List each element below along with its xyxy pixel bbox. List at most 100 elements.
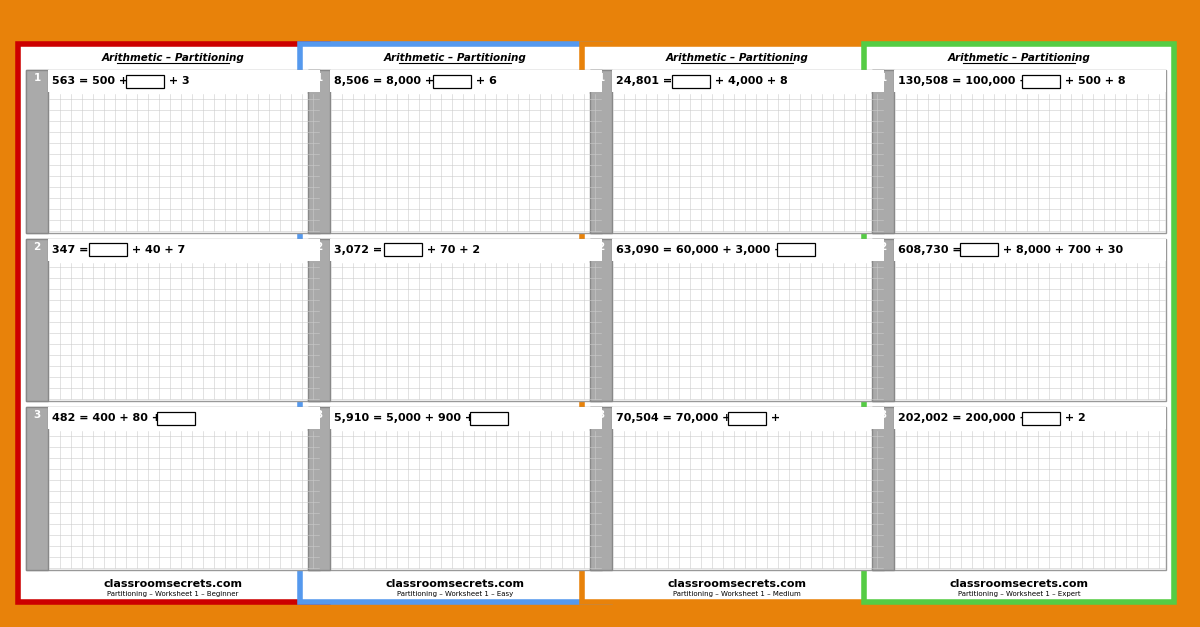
Text: 5,910 = 5,000 + 900 +: 5,910 = 5,000 + 900 +	[334, 413, 478, 423]
Bar	[894, 70, 1166, 92]
Bar	[384, 243, 421, 256]
Text: 202,002 = 200,000 +: 202,002 = 200,000 +	[898, 413, 1032, 423]
Text: +: +	[767, 413, 780, 423]
Text: + 4,000 + 8: + 4,000 + 8	[710, 76, 787, 86]
Bar	[331, 263, 601, 399]
Bar	[331, 431, 601, 568]
Text: 130,508 = 100,000 +: 130,508 = 100,000 +	[898, 76, 1032, 86]
Bar	[727, 412, 766, 425]
Text: 3: 3	[316, 410, 323, 420]
Text: 70,504 = 70,000 +: 70,504 = 70,000 +	[616, 413, 736, 423]
Bar	[612, 70, 884, 92]
Text: 24,801 =: 24,801 =	[616, 76, 676, 86]
Bar	[48, 408, 320, 429]
Text: Arithmetic – Partitioning: Arithmetic – Partitioning	[102, 53, 245, 63]
Text: 63,090 = 60,000 + 3,000 +: 63,090 = 60,000 + 3,000 +	[616, 245, 787, 255]
Text: + 40 + 7: + 40 + 7	[128, 245, 186, 255]
Text: Arithmetic – Partitioning: Arithmetic – Partitioning	[948, 53, 1091, 63]
Bar	[330, 70, 602, 92]
Bar	[960, 243, 998, 256]
Text: + 8,000 + 700 + 30: + 8,000 + 700 + 30	[998, 245, 1123, 255]
Text: Partitioning – Worksheet 1 – Medium: Partitioning – Worksheet 1 – Medium	[673, 591, 800, 597]
Bar	[26, 408, 48, 570]
Bar	[1022, 412, 1060, 425]
Bar	[612, 239, 884, 261]
Bar	[26, 408, 320, 570]
Text: 563 = 500 +: 563 = 500 +	[52, 76, 132, 86]
Bar	[778, 243, 815, 256]
Bar	[590, 408, 612, 570]
Bar	[895, 431, 1165, 568]
Text: 1: 1	[316, 73, 323, 83]
Bar	[613, 431, 883, 568]
Bar	[872, 70, 1166, 233]
Bar	[613, 263, 883, 399]
Bar	[590, 239, 884, 401]
Bar	[330, 408, 602, 429]
Text: 2: 2	[316, 241, 323, 251]
Bar	[48, 70, 320, 92]
Bar	[330, 239, 602, 261]
Text: Arithmetic – Partitioning: Arithmetic – Partitioning	[666, 53, 809, 63]
Text: 347 =: 347 =	[52, 245, 92, 255]
Bar	[49, 94, 319, 231]
Text: 2: 2	[34, 241, 41, 251]
Text: 1: 1	[880, 73, 887, 83]
Bar	[26, 239, 320, 401]
Text: Partitioning – Worksheet 1 – Easy: Partitioning – Worksheet 1 – Easy	[397, 591, 514, 597]
Text: classroomsecrets.com: classroomsecrets.com	[667, 579, 806, 589]
Text: 8,506 = 8,000 +: 8,506 = 8,000 +	[334, 76, 438, 86]
Bar	[89, 243, 127, 256]
Bar	[612, 408, 884, 429]
Text: + 500 + 8: + 500 + 8	[1061, 76, 1126, 86]
Bar	[26, 70, 48, 233]
Text: + 2: + 2	[1061, 413, 1086, 423]
Bar	[894, 239, 1166, 261]
Bar	[590, 408, 884, 570]
Text: 1: 1	[598, 73, 605, 83]
Text: 3: 3	[598, 410, 605, 420]
Bar	[308, 408, 602, 570]
Text: 3: 3	[34, 410, 41, 420]
Text: classroomsecrets.com: classroomsecrets.com	[949, 579, 1088, 589]
Bar	[470, 412, 509, 425]
Bar	[300, 44, 610, 602]
Text: 608,730 =: 608,730 =	[898, 245, 966, 255]
Text: 3: 3	[880, 410, 887, 420]
Text: 2: 2	[880, 241, 887, 251]
Bar	[872, 408, 1166, 570]
Bar	[48, 239, 320, 261]
Bar	[308, 239, 330, 401]
Bar	[872, 239, 894, 401]
Bar	[26, 70, 320, 233]
Bar	[872, 70, 894, 233]
Text: + 6: + 6	[473, 76, 497, 86]
Text: + 3: + 3	[166, 76, 190, 86]
Text: 3,072 =: 3,072 =	[334, 245, 386, 255]
Bar	[331, 94, 601, 231]
Bar	[308, 239, 602, 401]
Bar	[126, 75, 164, 88]
Bar	[582, 44, 892, 602]
Bar	[433, 75, 472, 88]
Bar	[895, 94, 1165, 231]
Text: 482 = 400 + 80 +: 482 = 400 + 80 +	[52, 413, 164, 423]
Bar	[872, 239, 1166, 401]
Text: 2: 2	[598, 241, 605, 251]
Bar	[590, 70, 884, 233]
Bar	[895, 263, 1165, 399]
Bar	[894, 408, 1166, 429]
Bar	[308, 408, 330, 570]
Text: classroomsecrets.com: classroomsecrets.com	[385, 579, 524, 589]
Bar	[872, 408, 894, 570]
Text: classroomsecrets.com: classroomsecrets.com	[103, 579, 242, 589]
Bar	[308, 70, 602, 233]
Text: 1: 1	[34, 73, 41, 83]
Text: Partitioning – Worksheet 1 – Beginner: Partitioning – Worksheet 1 – Beginner	[107, 591, 239, 597]
Bar	[49, 431, 319, 568]
Text: Partitioning – Worksheet 1 – Expert: Partitioning – Worksheet 1 – Expert	[958, 591, 1080, 597]
Text: + 70 + 2: + 70 + 2	[422, 245, 480, 255]
Text: Arithmetic – Partitioning: Arithmetic – Partitioning	[384, 53, 527, 63]
Bar	[18, 44, 328, 602]
Bar	[157, 412, 196, 425]
